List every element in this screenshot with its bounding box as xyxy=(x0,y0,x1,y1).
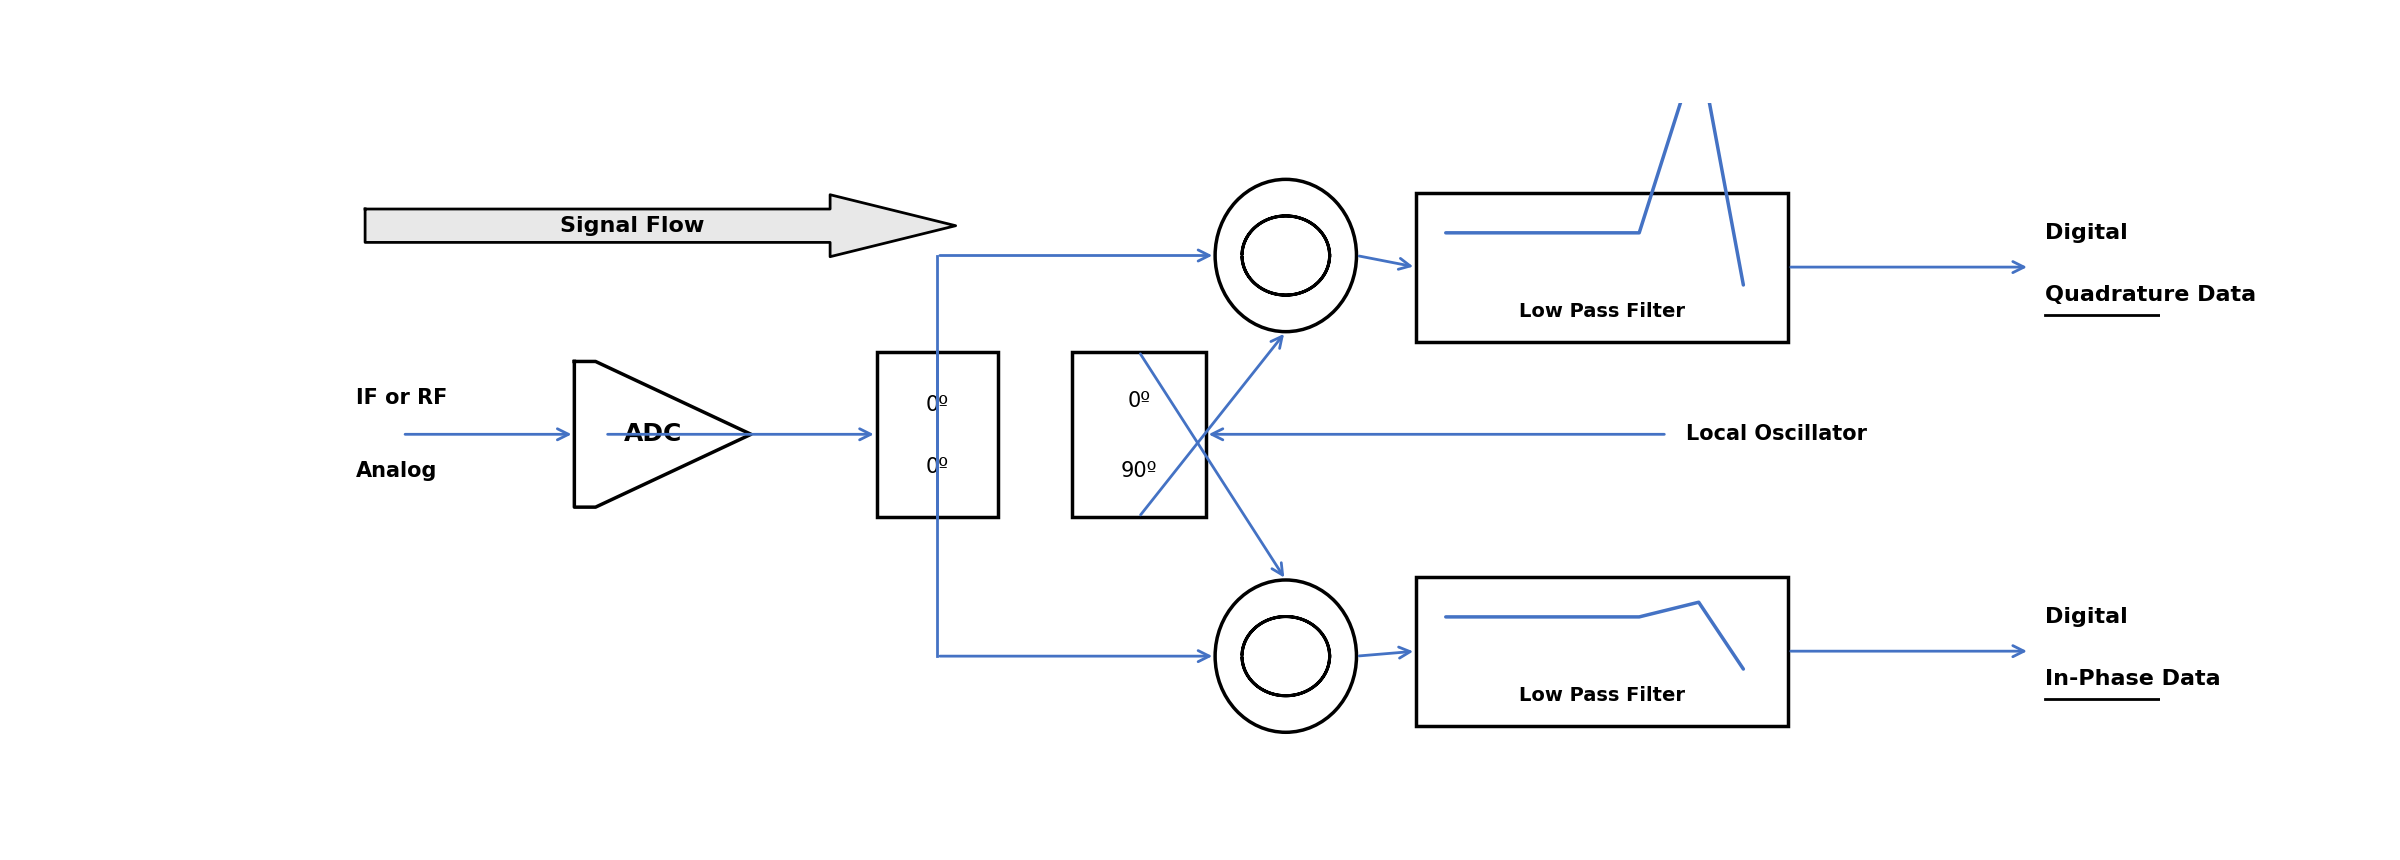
Bar xyxy=(876,352,998,517)
Text: Analog: Analog xyxy=(355,461,437,481)
Text: Digital: Digital xyxy=(2045,223,2126,243)
Text: Signal Flow: Signal Flow xyxy=(559,216,706,236)
Text: ADC: ADC xyxy=(624,422,682,446)
Text: In-Phase Data: In-Phase Data xyxy=(2045,669,2220,689)
Text: 0º: 0º xyxy=(1128,391,1150,411)
Bar xyxy=(1073,352,1205,517)
Text: IF or RF: IF or RF xyxy=(355,388,446,408)
Text: Low Pass Filter: Low Pass Filter xyxy=(1519,686,1685,705)
Text: 90º: 90º xyxy=(1121,461,1157,481)
Bar xyxy=(1416,193,1788,341)
Text: 0º: 0º xyxy=(926,395,948,415)
Text: 0º: 0º xyxy=(926,458,948,477)
Bar xyxy=(1416,577,1788,726)
Text: Low Pass Filter: Low Pass Filter xyxy=(1519,303,1685,322)
Polygon shape xyxy=(365,194,955,256)
Ellipse shape xyxy=(1214,580,1356,732)
Text: Local Oscillator: Local Oscillator xyxy=(1685,424,1867,445)
Text: Digital: Digital xyxy=(2045,607,2126,627)
Text: Quadrature Data: Quadrature Data xyxy=(2045,285,2256,305)
Ellipse shape xyxy=(1214,180,1356,332)
